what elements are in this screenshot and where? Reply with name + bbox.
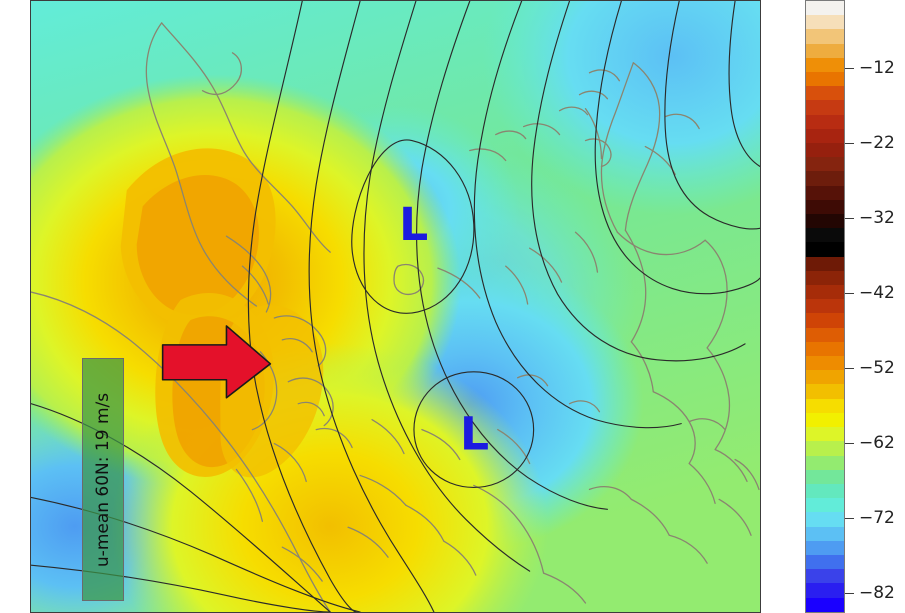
- colorbar-segment: [806, 384, 844, 399]
- colorbar-tick: [845, 68, 854, 69]
- colorbar-segment: [806, 554, 844, 570]
- colorbar-segment: [806, 29, 844, 44]
- colorbar-segment: [806, 583, 844, 598]
- colorbar-segment: [806, 128, 844, 144]
- colorbar-segment: [806, 327, 844, 342]
- umean-annotation-label: u-mean 60N: 19 m/s: [93, 392, 113, 567]
- colorbar-tick-label: −32: [859, 208, 895, 228]
- colorbar-segment: [806, 597, 844, 612]
- colorbar-tick: [845, 518, 854, 519]
- colorbar-segment: [806, 214, 844, 229]
- colorbar-tick-label: −22: [859, 133, 895, 153]
- colorbar-tick-label: −82: [859, 583, 895, 603]
- colorbar-tick: [845, 593, 854, 594]
- colorbar-segment: [806, 483, 844, 499]
- map-panel: L L u-mean 60N: 19 m/s: [30, 0, 761, 613]
- colorbar-segment: [806, 398, 844, 413]
- colorbar-segment: [806, 341, 844, 357]
- umean-annotation-box: u-mean 60N: 19 m/s: [82, 358, 124, 601]
- colorbar-segment: [806, 526, 844, 541]
- colorbar-segment: [806, 270, 844, 286]
- colorbar-segment: [806, 512, 844, 527]
- colorbar-gradient: [805, 0, 845, 613]
- colorbar-tick: [845, 368, 854, 369]
- low-marker-lower: L: [460, 407, 489, 461]
- colorbar-segment: [806, 43, 844, 58]
- colorbar-tick-label: −52: [859, 358, 895, 378]
- colorbar-segment: [806, 540, 844, 555]
- colorbar-segment: [806, 427, 844, 442]
- colorbar-tick-label: −72: [859, 508, 895, 528]
- geopotential-contours: [31, 1, 760, 612]
- colorbar-segment: [806, 569, 844, 584]
- colorbar: [805, 0, 845, 613]
- colorbar-segment: [806, 242, 844, 257]
- coastlines: [31, 22, 760, 612]
- colorbar-segment: [806, 100, 844, 115]
- colorbar-segment: [806, 469, 844, 484]
- colorbar-tick-group: −12 −22 −32 −42 −52 −62 −72 −82: [845, 0, 905, 613]
- colorbar-segment: [806, 199, 844, 215]
- colorbar-segment: [806, 1, 844, 16]
- colorbar-segment: [806, 313, 844, 328]
- colorbar-segment: [806, 157, 844, 172]
- colorbar-tick-label: −12: [859, 58, 895, 78]
- colorbar-segment: [806, 114, 844, 129]
- red-annotation-arrow: [161, 325, 272, 399]
- colorbar-segment: [806, 15, 844, 30]
- colorbar-segment: [806, 86, 844, 101]
- colorbar-segment: [806, 143, 844, 158]
- colorbar-segment: [806, 441, 844, 456]
- colorbar-tick-label: −62: [859, 433, 895, 453]
- colorbar-segment: [806, 228, 844, 243]
- colorbar-segment: [806, 72, 844, 87]
- colorbar-segment: [806, 285, 844, 300]
- colorbar-segment: [806, 185, 844, 200]
- map-canvas: L L: [31, 1, 760, 612]
- colorbar-segment: [806, 57, 844, 73]
- colorbar-segment: [806, 299, 844, 314]
- colorbar-segment: [806, 356, 844, 371]
- colorbar-segment: [806, 256, 844, 271]
- colorbar-tick: [845, 143, 854, 144]
- colorbar-segment: [806, 498, 844, 513]
- warm-core-bands: [120, 148, 324, 478]
- field-warm-south: [31, 1, 760, 612]
- colorbar-segment: [806, 171, 844, 186]
- low-marker-upper: L: [399, 197, 428, 251]
- colorbar-segment: [806, 412, 844, 428]
- colorbar-tick: [845, 218, 854, 219]
- colorbar-tick: [845, 443, 854, 444]
- colorbar-tick-label: −42: [859, 283, 895, 303]
- colorbar-segment: [806, 455, 844, 470]
- colorbar-tick: [845, 293, 854, 294]
- colorbar-segment: [806, 370, 844, 385]
